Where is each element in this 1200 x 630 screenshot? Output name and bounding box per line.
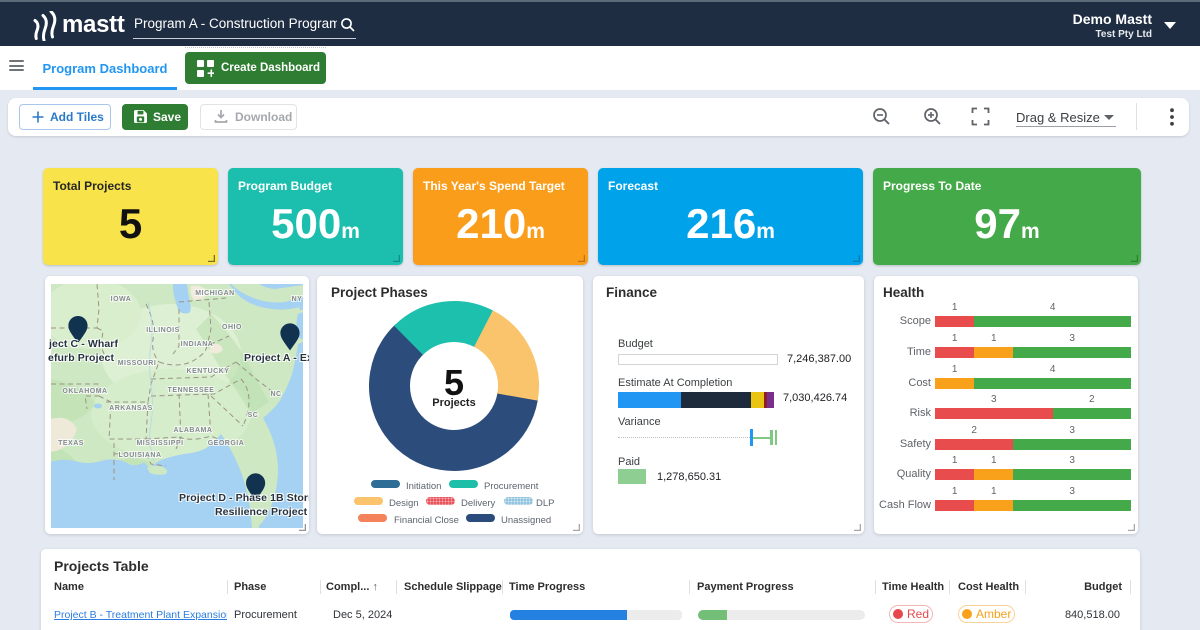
svg-text:OKLAHOMA: OKLAHOMA [62, 388, 107, 395]
svg-text:TENNESSEE: TENNESSEE [168, 387, 215, 394]
svg-text:MICHIGAN: MICHIGAN [195, 290, 234, 297]
svg-text:NY: NY [292, 296, 303, 303]
svg-text:ARKANSAS: ARKANSAS [109, 405, 153, 412]
svg-text:LOUISIANA: LOUISIANA [119, 452, 162, 459]
svg-text:TEXAS: TEXAS [58, 440, 84, 447]
svg-text:MISSISSIPPI: MISSISSIPPI [136, 440, 183, 447]
svg-text:ILLINOIS: ILLINOIS [146, 327, 180, 334]
svg-text:SC: SC [248, 412, 259, 419]
svg-text:OHIO: OHIO [222, 324, 242, 331]
svg-text:ALABAMA: ALABAMA [174, 427, 213, 434]
svg-text:INDIANA: INDIANA [181, 341, 214, 348]
svg-text:IOWA: IOWA [111, 296, 132, 303]
svg-text:GEORGIA: GEORGIA [208, 440, 245, 447]
svg-text:KENTUCKY: KENTUCKY [187, 368, 230, 375]
svg-text:MISSOURI: MISSOURI [118, 360, 157, 367]
svg-text:NC: NC [270, 391, 281, 398]
